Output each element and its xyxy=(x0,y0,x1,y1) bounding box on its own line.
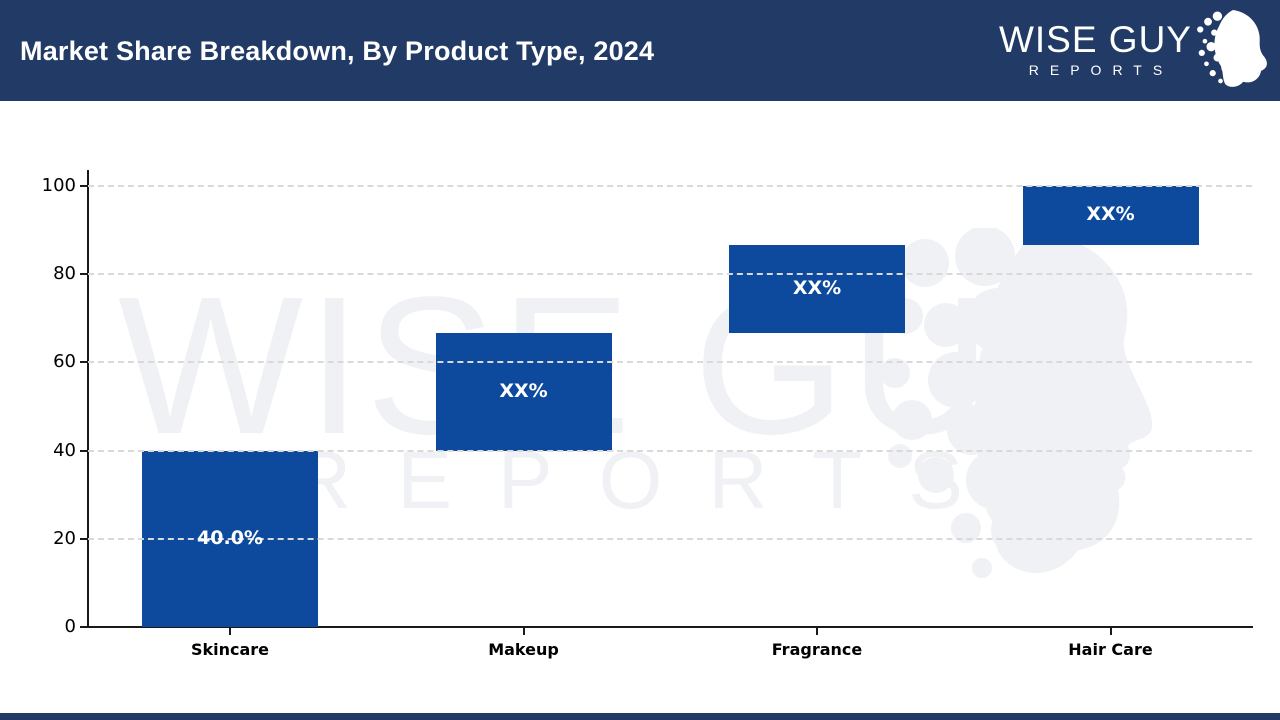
x-tick-mark xyxy=(1109,628,1112,635)
y-tick-mark xyxy=(80,626,88,628)
y-tick-mark xyxy=(80,537,88,540)
gridline-100 xyxy=(88,185,1252,187)
bar-hair-care xyxy=(1022,186,1199,245)
y-tick-label: 20 xyxy=(53,527,76,549)
x-tick-mark xyxy=(816,628,818,635)
brand-subtext: REPORTS xyxy=(1028,61,1174,78)
y-tick-mark xyxy=(80,185,88,187)
x-tick-mark xyxy=(522,628,525,635)
header: Market Share Breakdown, By Product Type,… xyxy=(0,0,1280,101)
page-title: Market Share Breakdown, By Product Type,… xyxy=(20,36,655,66)
footer-bar xyxy=(0,713,1280,720)
y-tick-label: 40 xyxy=(53,439,76,461)
bar-fragrance xyxy=(729,244,905,333)
y-tick-label: 60 xyxy=(53,351,76,373)
bar-value-label: XX% xyxy=(792,276,842,299)
x-category-label: Fragrance xyxy=(771,640,863,659)
brand-wordmark: WISE GUY xyxy=(998,19,1192,61)
y-tick-label: 100 xyxy=(41,175,76,196)
gridline-20 xyxy=(88,537,1252,540)
brand-face-icon xyxy=(1197,10,1267,87)
x-category-label: Hair Care xyxy=(1068,640,1153,659)
gridline-80 xyxy=(88,273,1252,276)
y-tick-mark xyxy=(80,361,88,364)
gridline-40 xyxy=(88,449,1252,452)
bar-value-label: XX% xyxy=(1086,203,1135,226)
y-tick-mark xyxy=(80,273,88,276)
y-axis-line xyxy=(87,170,89,628)
y-tick-label: 0 xyxy=(64,616,76,637)
x-category-label: Makeup xyxy=(488,640,559,659)
brand-logo: WISE GUY REPORTS xyxy=(999,6,1272,92)
x-category-label: Skincare xyxy=(190,640,270,659)
watermark-face-icon xyxy=(880,228,1153,578)
bar-value-label: 40.0% xyxy=(197,526,263,549)
x-tick-mark xyxy=(229,628,231,635)
watermark-subtext: REPORTS xyxy=(292,435,1009,526)
bar-value-label: XX% xyxy=(499,379,548,402)
y-tick-mark xyxy=(80,449,88,452)
y-tick-label: 80 xyxy=(53,263,76,285)
bar-makeup xyxy=(435,332,612,451)
x-axis-line xyxy=(87,626,1253,628)
gridline-60 xyxy=(88,361,1252,364)
brand-logo-text: WISE GUY REPORTS xyxy=(998,19,1192,78)
